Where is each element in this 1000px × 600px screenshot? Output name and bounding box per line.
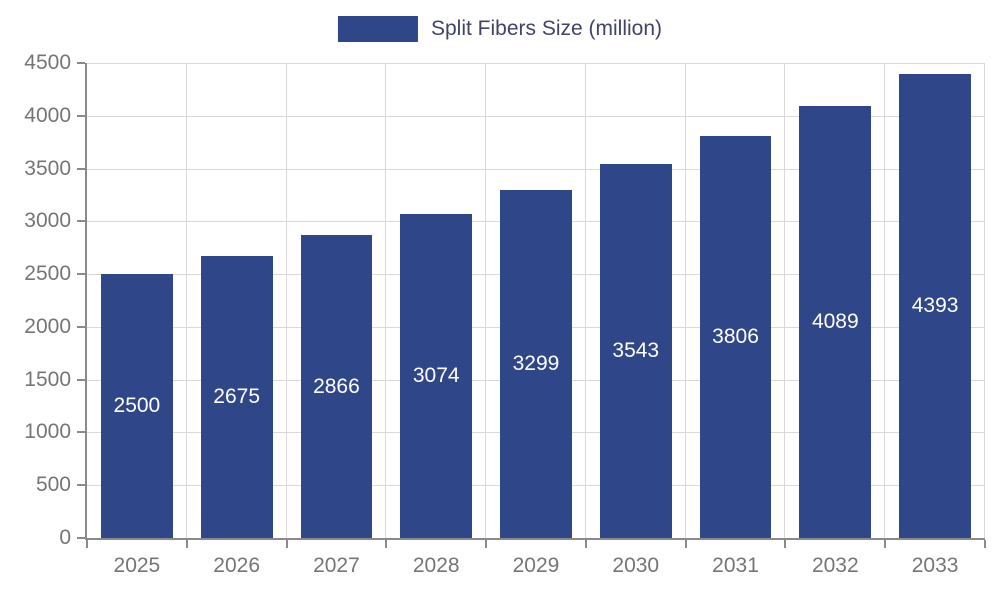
bar-value-label: 3806 <box>712 325 759 349</box>
gridline-vertical <box>185 63 187 538</box>
gridline-vertical <box>285 63 287 538</box>
x-axis-tick-label: 2031 <box>712 554 759 577</box>
bar: 4089 <box>799 106 872 538</box>
x-axis-tick-label: 2033 <box>911 554 959 577</box>
y-axis-tick <box>77 273 85 276</box>
bar-value-label: 3074 <box>412 363 460 387</box>
x-axis-tick-label: 2029 <box>512 554 560 577</box>
bar: 2675 <box>200 255 273 538</box>
gridline-vertical <box>884 63 886 538</box>
x-axis-tick <box>185 540 188 548</box>
x-axis-tick-label: 2032 <box>811 554 859 577</box>
x-axis-tick <box>86 540 88 548</box>
x-axis-tick-label: 2026 <box>213 554 260 577</box>
gridline-vertical <box>984 63 985 538</box>
x-axis-tick-label: 2028 <box>412 554 460 577</box>
bar-value-label: 2500 <box>113 394 161 418</box>
chart-legend: Split Fibers Size (million) <box>337 16 663 42</box>
y-axis-tick <box>77 378 85 381</box>
y-axis-tick-label: 0 <box>59 526 71 549</box>
bar: 2500 <box>100 274 173 538</box>
gridline-horizontal <box>87 168 985 170</box>
y-axis-tick <box>77 62 85 64</box>
x-axis-tick-label: 2027 <box>313 554 360 577</box>
legend-label: Split Fibers Size (million) <box>430 17 663 40</box>
bar-value-label: 2866 <box>313 374 360 398</box>
y-axis-tick <box>77 114 85 117</box>
x-axis-tick-label: 2030 <box>612 554 660 577</box>
gridline-vertical <box>584 63 586 538</box>
x-axis-tick <box>984 540 986 548</box>
plot-area: 0 500 1000 1500 2000 2500 3000 3500 4000 4500 2500… <box>24 51 986 577</box>
bar: 3299 <box>500 189 572 538</box>
y-axis-tick-label: 4500 <box>24 51 71 74</box>
bar-value-label: 3543 <box>612 339 660 363</box>
x-axis-tick <box>884 540 887 548</box>
y-axis-tick-label: 3000 <box>24 209 71 233</box>
y-axis-tick-label: 2000 <box>24 314 71 338</box>
gridline-vertical <box>385 63 387 538</box>
y-axis-tick-label: 3500 <box>24 156 71 180</box>
y-axis-tick-label: 500 <box>35 473 71 497</box>
gridline-vertical <box>684 63 686 538</box>
bar-value-label: 2675 <box>213 384 260 408</box>
bar-value-label: 4393 <box>911 294 959 318</box>
y-axis-tick-label: 4000 <box>24 103 71 127</box>
y-axis-tick <box>77 537 85 539</box>
y-axis-tick-label: 1500 <box>24 367 71 391</box>
gridline-horizontal <box>87 115 985 117</box>
x-axis-tick <box>584 540 587 548</box>
y-axis-tick <box>77 220 85 223</box>
y-axis-tick-label: 2500 <box>24 262 71 286</box>
bar-value-label: 4089 <box>811 310 859 334</box>
bar: 3074 <box>400 213 473 538</box>
y-axis-tick <box>77 325 85 328</box>
bar: 4393 <box>899 74 972 538</box>
y-axis-tick <box>77 431 85 434</box>
y-axis-tick-label: 1000 <box>24 420 71 444</box>
bar: 3543 <box>599 164 672 538</box>
gridline-vertical <box>485 63 487 538</box>
gridline-horizontal <box>87 63 985 64</box>
x-axis-tick <box>784 540 787 548</box>
bar-value-label: 3299 <box>512 351 560 375</box>
x-axis-tick <box>285 540 288 548</box>
bar: 2866 <box>300 235 373 538</box>
y-axis-tick <box>77 484 85 487</box>
legend-swatch <box>337 16 418 42</box>
x-axis-tick <box>485 540 488 548</box>
y-axis-tick <box>77 167 85 170</box>
x-axis-tick <box>385 540 388 548</box>
x-axis-tick <box>684 540 687 548</box>
bar: 3806 <box>699 136 772 538</box>
gridline-vertical <box>784 63 786 538</box>
x-axis-tick-label: 2025 <box>113 554 161 577</box>
